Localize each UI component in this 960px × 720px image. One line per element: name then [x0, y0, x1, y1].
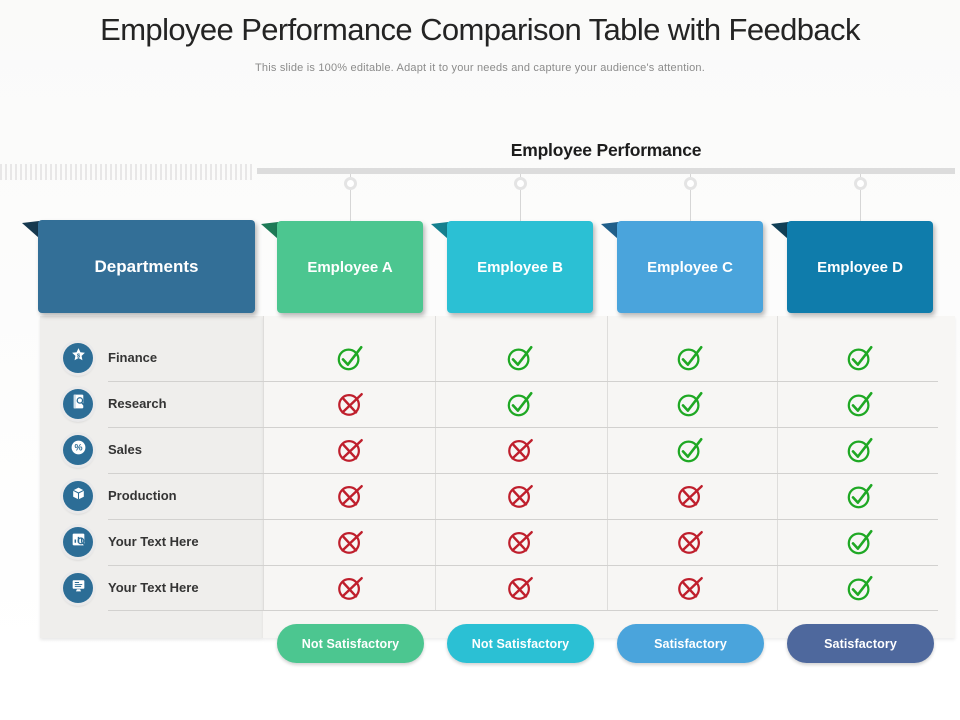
row-separator: [108, 427, 938, 428]
employee-header: Employee A: [277, 221, 423, 313]
department-badge: [63, 573, 93, 603]
chart-magnifier-icon: [70, 531, 87, 553]
table-body-panel: [263, 316, 955, 638]
connector-dot: [853, 177, 867, 190]
cross-mark-icon: [676, 574, 704, 602]
cross-mark-icon: [506, 528, 534, 556]
package-box-icon: [70, 485, 87, 507]
connector-dot: [513, 177, 527, 190]
department-badge: [63, 527, 93, 557]
verdict-pill: Not Satisfactory: [447, 624, 594, 663]
column-divider: [777, 316, 778, 610]
employee-header-fold: [431, 222, 448, 239]
check-mark-icon: [676, 390, 704, 418]
check-mark-icon: [336, 344, 364, 372]
cross-mark-icon: [336, 436, 364, 464]
connector-line: [519, 174, 521, 221]
department-label: Production: [108, 488, 177, 503]
check-mark-icon: [846, 574, 874, 602]
connector-dot: [683, 177, 697, 190]
star-dollar-icon: $: [70, 347, 87, 369]
row-separator: [108, 565, 938, 566]
employee-header: Employee D: [787, 221, 933, 313]
dash-texture-decoration: [0, 164, 254, 180]
svg-text:%: %: [74, 443, 82, 453]
timeline-bar: [257, 168, 955, 174]
cross-mark-icon: [336, 482, 364, 510]
department-badge: [63, 481, 93, 511]
row-separator: [108, 473, 938, 474]
cross-mark-icon: [336, 390, 364, 418]
check-mark-icon: [506, 344, 534, 372]
department-label: Finance: [108, 350, 158, 365]
page-title: Employee Performance Comparison Table wi…: [100, 12, 860, 47]
department-badge: [63, 389, 93, 419]
connector-line: [689, 174, 691, 221]
cross-mark-icon: [506, 574, 534, 602]
check-mark-icon: [846, 344, 874, 372]
department-label: Your Text Here: [108, 580, 199, 595]
employee-header-fold: [601, 222, 618, 239]
connector-line: [349, 174, 351, 221]
cross-mark-icon: [506, 482, 534, 510]
department-label: Your Text Here: [108, 534, 199, 549]
svg-text:$: $: [76, 353, 80, 359]
check-mark-icon: [676, 344, 704, 372]
verdict-pill: Not Satisfactory: [277, 624, 424, 663]
check-mark-icon: [846, 528, 874, 556]
employee-header: Employee B: [447, 221, 593, 313]
page-subtitle: This slide is 100% editable. Adapt it to…: [255, 62, 705, 74]
verdict-pill: Satisfactory: [617, 624, 764, 663]
column-divider: [263, 316, 264, 610]
employee-header-fold: [771, 222, 788, 239]
cross-mark-icon: [336, 528, 364, 556]
department-label: Research: [108, 396, 167, 411]
departments-header: Departments: [38, 220, 255, 313]
cross-mark-icon: [336, 574, 364, 602]
cross-mark-icon: [676, 528, 704, 556]
cross-mark-icon: [676, 482, 704, 510]
connector-line: [859, 174, 861, 221]
cross-mark-icon: [506, 436, 534, 464]
department-badge: %: [63, 435, 93, 465]
check-mark-icon: [846, 482, 874, 510]
check-mark-icon: [676, 436, 704, 464]
employee-header-fold: [261, 222, 278, 239]
department-label: Sales: [108, 442, 142, 457]
book-magnifier-icon: [70, 393, 87, 415]
monitor-icon: [70, 577, 87, 599]
percent-badge-icon: %: [70, 439, 87, 461]
row-separator: [108, 519, 938, 520]
column-divider: [607, 316, 608, 610]
row-separator: [108, 381, 938, 382]
employee-header: Employee C: [617, 221, 763, 313]
check-mark-icon: [846, 390, 874, 418]
departments-header-fold: [22, 221, 39, 238]
verdict-pill: Satisfactory: [787, 624, 934, 663]
column-divider: [435, 316, 436, 610]
check-mark-icon: [846, 436, 874, 464]
check-mark-icon: [506, 390, 534, 418]
connector-dot: [343, 177, 357, 190]
department-badge: $: [63, 343, 93, 373]
section-heading: Employee Performance: [510, 140, 702, 160]
row-separator: [108, 610, 938, 611]
